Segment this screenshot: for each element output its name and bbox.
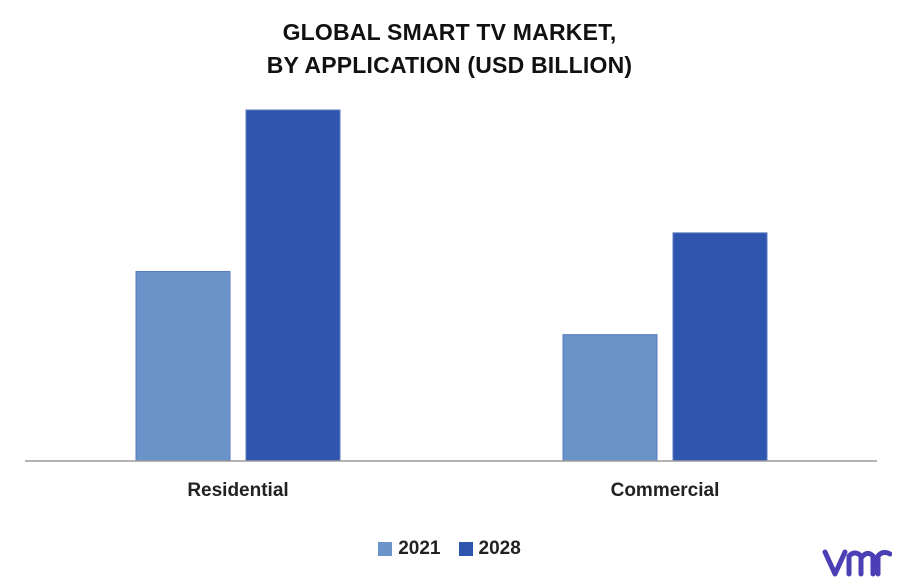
bar-residential-2028 (245, 109, 341, 462)
legend-label-2021: 2021 (398, 538, 441, 559)
x-tick-label-commercial: Commercial (611, 480, 720, 501)
legend-item-2028: 2028 (458, 538, 521, 560)
chart-title: GLOBAL SMART TV MARKET, BY APPLICATION (… (0, 16, 899, 82)
bar-residential-2021 (135, 270, 231, 462)
chart-title-line-1: GLOBAL SMART TV MARKET, (282, 19, 617, 45)
legend: 2021 2028 (0, 538, 899, 560)
legend-swatch-2028 (458, 542, 473, 556)
bar-commercial-2021 (562, 334, 658, 462)
chart-title-line-2: BY APPLICATION (USD BILLION) (266, 52, 633, 78)
legend-label-2028: 2028 (478, 538, 521, 559)
bar-commercial-2028 (672, 232, 768, 462)
legend-swatch-2021 (378, 542, 393, 556)
x-tick-label-residential: Residential (187, 480, 288, 501)
vmr-logo-icon (822, 549, 892, 577)
legend-item-2021: 2021 (378, 538, 441, 560)
